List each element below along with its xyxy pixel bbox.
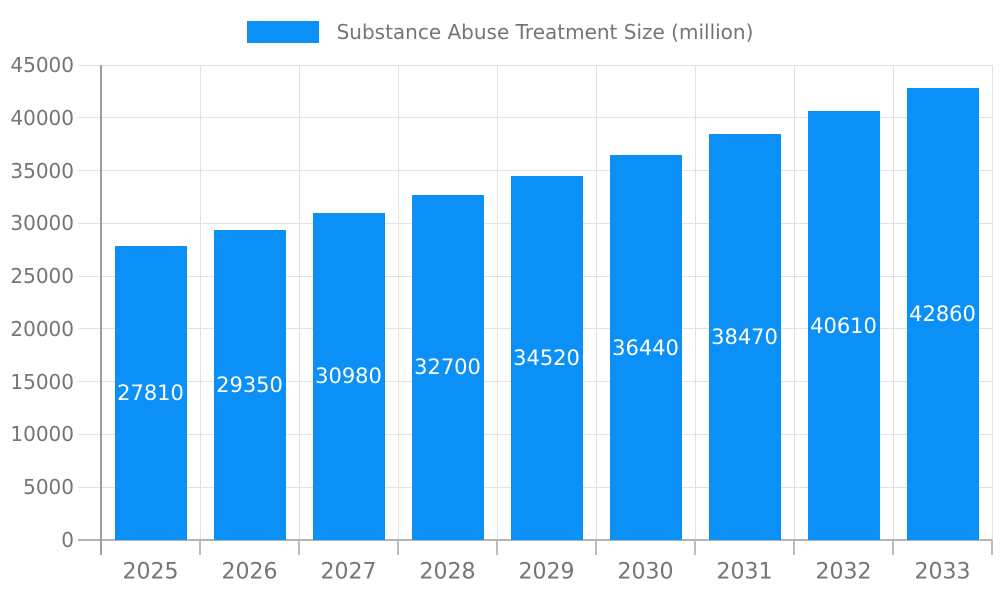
x-axis-tick <box>991 540 993 555</box>
y-axis-tick-label: 20000 <box>10 316 74 341</box>
y-gridline <box>78 117 992 119</box>
x-gridline <box>298 65 300 540</box>
bar-value-label: 42860 <box>909 301 976 326</box>
x-axis-tick-label: 2026 <box>221 559 278 585</box>
plot-area: 0 5000 10000 15000 20000 25000 30000 35000 40000… <box>10 53 993 585</box>
x-axis-tick-label: 2029 <box>518 559 575 585</box>
x-gridline <box>991 65 993 540</box>
y-gridline <box>78 170 992 172</box>
y-gridline <box>78 64 992 66</box>
x-axis-tick-label: 2025 <box>122 559 179 585</box>
x-axis-tick-label: 2032 <box>815 559 872 585</box>
x-axis-tick <box>199 540 201 555</box>
bar-2026[interactable] <box>213 230 286 540</box>
y-axis-tick-label: 25000 <box>10 264 74 289</box>
bar-value-label: 40610 <box>810 313 877 338</box>
y-axis-tick-label: 30000 <box>10 211 74 236</box>
bar-2033[interactable] <box>906 87 979 540</box>
bar-2028[interactable] <box>411 194 484 540</box>
y-axis-tick-label: 40000 <box>10 105 74 130</box>
x-axis-tick <box>793 540 795 555</box>
x-axis-tick <box>298 540 300 555</box>
bar-value-label: 34520 <box>513 345 580 370</box>
y-axis-tick-label: 0 <box>61 528 74 552</box>
y-axis-line <box>100 65 102 555</box>
bar-value-label: 29350 <box>216 373 283 398</box>
legend[interactable]: Substance Abuse Treatment Size (million) <box>0 16 1000 48</box>
bar-value-label: 36440 <box>612 335 679 360</box>
x-gridline <box>397 65 399 540</box>
bar-2032[interactable] <box>807 111 880 540</box>
x-axis-tick-label: 2031 <box>716 559 773 585</box>
y-axis-tick-label: 45000 <box>10 53 74 77</box>
bar-2031[interactable] <box>708 133 781 540</box>
x-axis-line <box>78 539 992 541</box>
x-gridline <box>496 65 498 540</box>
x-gridline <box>892 65 894 540</box>
x-gridline <box>199 65 201 540</box>
bar-value-label: 27810 <box>117 381 184 406</box>
bar-2030[interactable] <box>609 155 682 540</box>
x-axis-tick <box>595 540 597 555</box>
y-axis-tick-label: 15000 <box>10 369 74 394</box>
y-axis-tick-label: 10000 <box>10 422 74 447</box>
x-axis-tick-label: 2030 <box>617 559 674 585</box>
y-axis-tick-label: 35000 <box>10 158 74 183</box>
x-gridline <box>694 65 696 540</box>
bar-value-label: 32700 <box>414 355 481 380</box>
x-axis-tick-label: 2027 <box>320 559 377 585</box>
bar-2025[interactable] <box>114 246 187 540</box>
x-axis-tick <box>397 540 399 555</box>
x-gridline <box>595 65 597 540</box>
bar-2029[interactable] <box>510 175 583 540</box>
bar-2027[interactable] <box>312 212 385 540</box>
legend-label: Substance Abuse Treatment Size (million) <box>336 20 754 44</box>
x-axis-tick-label: 2028 <box>419 559 476 585</box>
x-axis-tick <box>496 540 498 555</box>
y-axis-tick-label: 5000 <box>23 475 74 500</box>
x-axis-tick <box>694 540 696 555</box>
x-axis-tick-label: 2033 <box>914 559 971 585</box>
legend-swatch <box>246 21 319 43</box>
x-axis-tick <box>892 540 894 555</box>
x-gridline <box>793 65 795 540</box>
bar-value-label: 38470 <box>711 324 778 349</box>
bar-value-label: 30980 <box>315 364 382 389</box>
